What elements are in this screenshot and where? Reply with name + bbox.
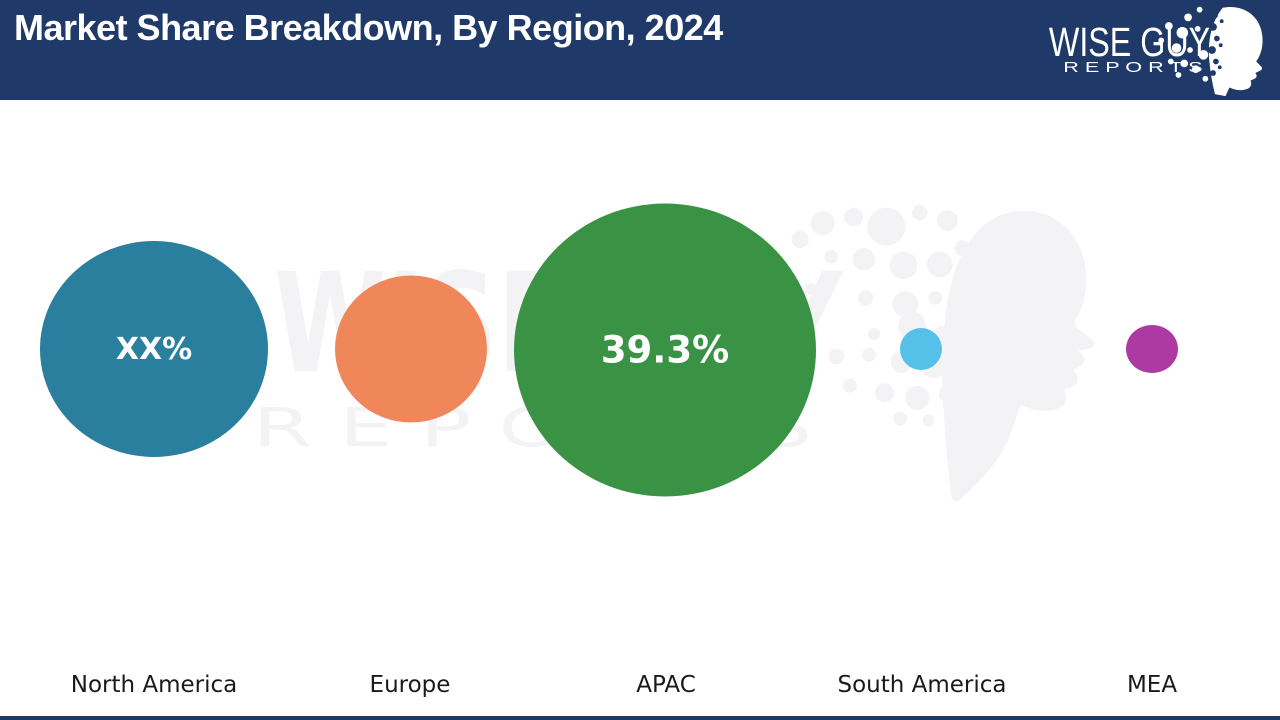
logo-wordmark: WISE GUY [1049, 19, 1210, 65]
category-label-mea: MEA [1126, 672, 1178, 698]
watermark-dots [791, 205, 970, 427]
logo-head-profile-icon [1158, 6, 1263, 97]
logo-reports-text: R E P O R T S [1063, 60, 1202, 76]
category-label-apac: APAC [636, 672, 696, 698]
category-label-south-america: South America [837, 672, 1007, 698]
page-title: Market Share Breakdown, By Region, 2024 [14, 7, 723, 48]
bubble-circle: 39.3% [514, 203, 816, 497]
category-label-europe: Europe [369, 672, 451, 698]
wiseguy-logo: WISE GUY R E P O R T S [1049, 6, 1263, 97]
head-profile-watermark-icon [791, 205, 1095, 501]
bubble-value-label: 39.3% [600, 328, 730, 372]
bubble-north-america: XX% [40, 241, 268, 457]
bubble-circle [900, 328, 942, 370]
category-label-north-america: North America [70, 672, 238, 698]
bubble-south-america [900, 328, 942, 370]
bubble-circle [1126, 325, 1178, 373]
bubble-mea [1126, 325, 1178, 373]
bubble-circle [335, 275, 487, 423]
bubble-value-label: XX% [115, 331, 193, 367]
header: Market Share Breakdown, By Region, 2024 … [0, 0, 1280, 100]
bubble-europe [335, 275, 487, 423]
bubble-apac: 39.3% [514, 203, 816, 497]
bubble-circle: XX% [40, 241, 268, 457]
logo-face-inner-dots [1208, 12, 1224, 76]
footer-bar [0, 716, 1280, 720]
logo-dots [1158, 6, 1209, 82]
